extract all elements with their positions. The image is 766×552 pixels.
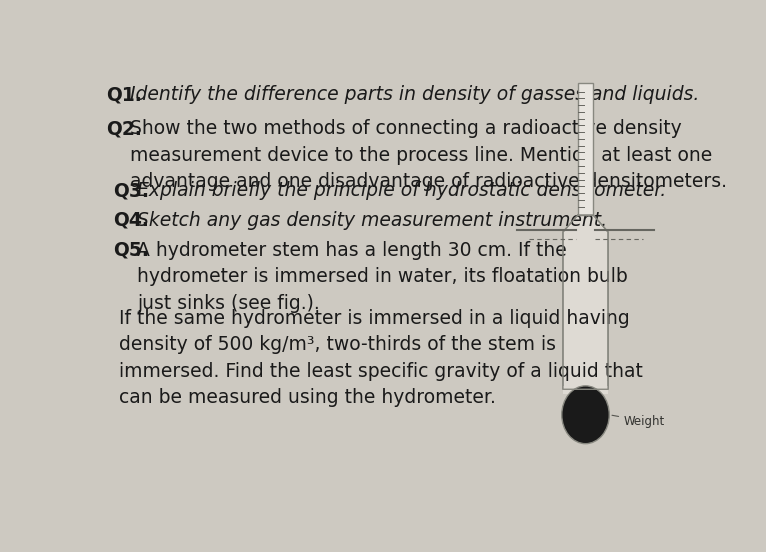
Bar bbox=[578, 83, 593, 215]
Bar bbox=[563, 386, 608, 389]
Text: A hydrometer stem has a length 30 cm. If the
hydrometer is immersed in water, it: A hydrometer stem has a length 30 cm. If… bbox=[137, 241, 628, 312]
Text: Q4.: Q4. bbox=[113, 211, 149, 230]
Text: Identify the difference parts in density of gasses and liquids.: Identify the difference parts in density… bbox=[130, 86, 699, 104]
Text: Q3.: Q3. bbox=[113, 181, 149, 200]
Text: Q1.: Q1. bbox=[106, 86, 142, 104]
Text: If the same hydrometer is immersed in a liquid having
density of 500 kg/m³, two-: If the same hydrometer is immersed in a … bbox=[119, 309, 643, 407]
Ellipse shape bbox=[561, 386, 609, 444]
Text: Explain briefly the principle of hydrostatic densitometer.: Explain briefly the principle of hydrost… bbox=[137, 181, 666, 200]
Text: Q5.: Q5. bbox=[113, 241, 149, 259]
Bar bbox=[563, 389, 608, 394]
Text: Q2.: Q2. bbox=[106, 119, 142, 139]
Text: Show the two methods of connecting a radioactive density
measurement device to t: Show the two methods of connecting a rad… bbox=[130, 119, 727, 192]
Text: Weight: Weight bbox=[612, 415, 666, 428]
Text: Sketch any gas density measurement instrument.: Sketch any gas density measurement instr… bbox=[137, 211, 607, 230]
Polygon shape bbox=[563, 215, 608, 389]
